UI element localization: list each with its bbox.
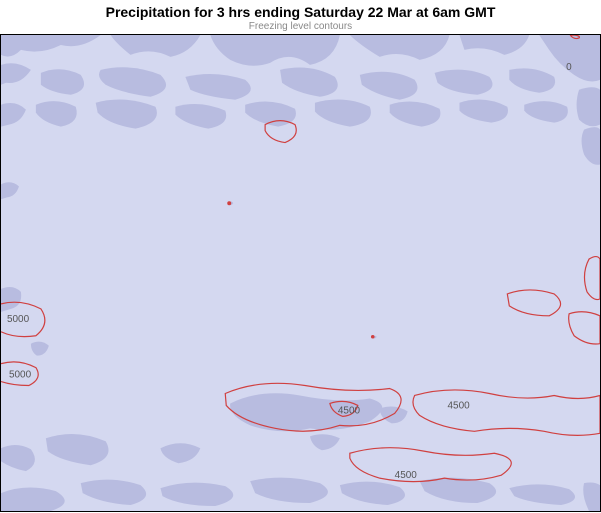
island-layer	[228, 202, 374, 338]
precip-region	[509, 484, 575, 505]
precip-region	[350, 35, 450, 60]
island-marker	[371, 335, 374, 338]
precip-region	[111, 35, 201, 57]
precipitation-layer	[1, 35, 600, 511]
island-marker	[228, 202, 231, 205]
precip-region	[185, 74, 250, 100]
precip-region	[280, 68, 338, 97]
contour-label: 5000	[9, 370, 32, 381]
contour-line	[507, 290, 560, 316]
contour-label: 4500	[338, 405, 361, 416]
precip-region	[1, 287, 21, 312]
precip-region	[210, 35, 340, 66]
contour-label: 4500	[395, 470, 418, 481]
contour-label: 0	[566, 62, 572, 73]
precip-region	[380, 407, 408, 424]
precip-region	[1, 488, 65, 511]
precip-region	[46, 434, 109, 465]
precip-region	[509, 68, 555, 92]
precip-region	[435, 70, 493, 95]
contour-line	[584, 257, 600, 300]
precip-region	[175, 104, 226, 129]
precip-region	[160, 483, 233, 506]
precip-region	[1, 445, 35, 471]
precip-region	[31, 342, 49, 356]
precip-region	[582, 127, 600, 165]
precip-region	[1, 182, 19, 199]
precip-region	[459, 100, 508, 123]
map-header: Precipitation for 3 hrs ending Saturday …	[0, 0, 601, 34]
contour-label: 4500	[448, 400, 471, 411]
precip-region	[99, 67, 166, 96]
precip-region	[340, 482, 405, 505]
contour-line	[413, 390, 600, 435]
precip-region	[577, 87, 600, 126]
precip-region	[250, 478, 328, 503]
precip-region	[390, 102, 441, 127]
precip-region	[459, 35, 529, 55]
precip-region	[524, 101, 568, 122]
precip-region	[1, 63, 31, 85]
precip-region	[81, 480, 146, 505]
contour-label: 5000	[7, 314, 30, 325]
precip-region	[1, 35, 101, 57]
map-svg: 0 5000 5000 4500 4500 4500	[1, 35, 600, 511]
precip-region	[96, 100, 157, 129]
contour-line	[569, 312, 600, 344]
contour-line	[350, 448, 511, 482]
precip-region	[360, 72, 418, 100]
precip-region	[1, 103, 26, 127]
precip-region	[420, 478, 496, 503]
precip-region	[36, 101, 77, 126]
map-subtitle: Freezing level contours	[0, 21, 601, 32]
precip-region	[315, 100, 371, 127]
map-title: Precipitation for 3 hrs ending Saturday …	[0, 4, 601, 20]
precip-region	[41, 69, 84, 94]
precip-region	[160, 443, 200, 463]
map-canvas: 0 5000 5000 4500 4500 4500	[0, 34, 601, 512]
precip-region	[310, 434, 340, 450]
precip-region	[583, 482, 600, 511]
